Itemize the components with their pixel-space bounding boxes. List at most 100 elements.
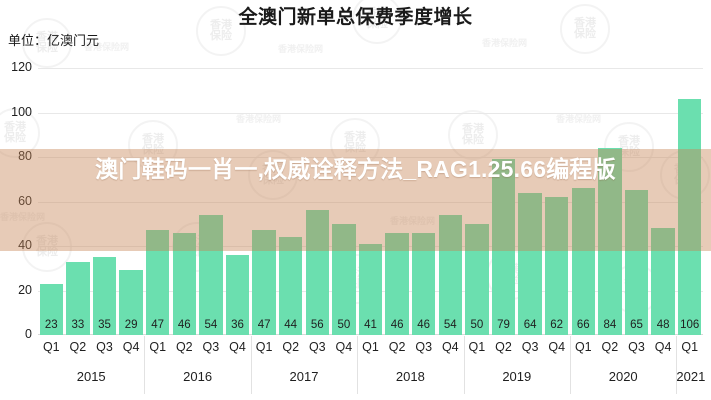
bar-value-label: 54 xyxy=(443,319,457,331)
y-axis-tick-label: 100 xyxy=(11,104,32,119)
bar-value-label: 46 xyxy=(177,319,191,331)
bar-value-label: 64 xyxy=(523,319,537,331)
bar-slot: 35 xyxy=(91,68,118,335)
y-axis-tick-label: 60 xyxy=(18,193,32,208)
gridline xyxy=(38,112,703,114)
bar-slot: 33 xyxy=(65,68,92,335)
bar-value-label: 84 xyxy=(603,319,617,331)
bar[interactable] xyxy=(598,148,622,335)
bar-value-label: 44 xyxy=(284,319,298,331)
bar-value-label: 33 xyxy=(71,319,85,331)
year-separator xyxy=(357,336,359,394)
x-axis-quarter-label: Q1 xyxy=(574,340,592,354)
bar-slot: 36 xyxy=(224,68,251,335)
bar-slot: 47 xyxy=(251,68,278,335)
bar[interactable] xyxy=(225,254,250,335)
bar-slot: 79 xyxy=(490,68,517,335)
bar[interactable] xyxy=(544,197,569,335)
gridline xyxy=(38,157,703,158)
x-axis-quarter-label: Q2 xyxy=(175,340,193,354)
x-axis-quarter-label: Q3 xyxy=(202,340,220,354)
bar[interactable] xyxy=(305,210,330,335)
bar-slot: 41 xyxy=(357,68,384,335)
bar-slot: 62 xyxy=(543,68,570,335)
y-axis-tick-label: 80 xyxy=(18,149,32,163)
x-axis-quarter-label: Q4 xyxy=(654,340,672,354)
bar[interactable] xyxy=(39,283,64,335)
bar-value-label: 79 xyxy=(497,319,510,331)
y-axis-tick-label: 0 xyxy=(25,327,32,341)
bar-value-label: 50 xyxy=(470,319,484,331)
bar[interactable] xyxy=(385,232,409,335)
bar[interactable] xyxy=(252,230,276,335)
bar[interactable] xyxy=(491,159,516,335)
bar[interactable] xyxy=(465,223,489,335)
bar-slot: 66 xyxy=(570,68,597,335)
bar[interactable] xyxy=(66,261,90,335)
bar-value-label: 23 xyxy=(44,319,58,331)
x-axis-quarter-label: Q1 xyxy=(362,340,379,354)
x-axis-year-label: 2020 xyxy=(608,369,638,384)
bar-slot: 44 xyxy=(277,68,304,335)
x-axis: Q1 Q2 Q3 Q4 Q1 Q2 Q3 Q4 Q1 Q2 Q3 Q4 Q1 Q2 Q3 Q4 Q1 Q2 Q3 Q4… xyxy=(38,336,706,400)
bar[interactable] xyxy=(199,214,223,335)
bar-value-label: 66 xyxy=(576,319,590,331)
bar[interactable] xyxy=(411,232,436,335)
x-axis-quarter-label: Q2 xyxy=(601,340,619,354)
bar-value-label: 41 xyxy=(364,319,377,331)
bar[interactable] xyxy=(119,270,143,335)
x-axis-quarter-label: Q4 xyxy=(441,340,459,354)
gridline xyxy=(38,201,703,203)
x-axis-quarter-label: Q1 xyxy=(149,340,167,354)
bar[interactable] xyxy=(172,232,197,335)
bar-slot: 50 xyxy=(464,68,491,335)
bar[interactable] xyxy=(624,190,649,335)
bar-slot: 106 xyxy=(676,68,703,335)
bar[interactable] xyxy=(92,257,117,335)
x-axis-year-label: 2021 xyxy=(676,369,706,384)
bar-slot: 65 xyxy=(623,68,650,335)
bar[interactable] xyxy=(571,188,596,335)
unit-label: 单位：亿澳门元 xyxy=(8,33,100,48)
x-axis-quarter-label: Q1 xyxy=(42,340,60,354)
x-axis-quarter-label: Q3 xyxy=(628,340,645,354)
x-axis-quarter-label: Q1 xyxy=(681,340,699,354)
bar[interactable] xyxy=(278,237,303,335)
bar[interactable] xyxy=(677,99,702,335)
chart-title: 全澳门新单总保费季度增长 xyxy=(238,7,473,28)
bar-value-label: 47 xyxy=(151,319,165,331)
bar-value-label: 35 xyxy=(98,319,111,331)
bar-value-label: 46 xyxy=(390,319,404,331)
bar[interactable] xyxy=(518,192,542,335)
x-axis-quarter-label: Q1 xyxy=(255,340,273,354)
bar-slot: 56 xyxy=(304,68,331,335)
bar[interactable] xyxy=(358,243,383,335)
bar-value-label: 46 xyxy=(417,319,431,331)
x-axis-quarter-label: Q3 xyxy=(521,340,539,354)
x-axis-quarter-label: Q4 xyxy=(122,340,140,354)
bar-slot: 84 xyxy=(597,68,624,335)
x-axis-year-label: 2019 xyxy=(502,369,532,384)
overlay-band xyxy=(0,149,711,251)
bar-slot: 46 xyxy=(410,68,437,335)
x-axis-year-label: 2015 xyxy=(76,369,106,384)
plot-area: 23 33 35 29 47 46 54 36 47 44 56 50 41 46 46 54 50 79 64 62… xyxy=(38,68,703,335)
y-axis-tick-label: 20 xyxy=(18,282,32,297)
y-axis-tick-label: 120 xyxy=(11,60,32,74)
x-axis-quarter-label: Q3 xyxy=(96,340,113,354)
bar[interactable] xyxy=(651,228,675,335)
bar-value-label: 65 xyxy=(630,319,643,331)
x-axis-quarter-label: Q1 xyxy=(468,340,486,354)
bar[interactable] xyxy=(438,214,463,335)
bar[interactable] xyxy=(332,223,356,335)
bar-slot: 50 xyxy=(331,68,358,335)
x-axis-quarter-label: Q4 xyxy=(548,340,566,354)
x-axis-quarter-label: Q4 xyxy=(335,340,353,354)
x-axis-year-label: 2018 xyxy=(395,369,425,384)
bar-slot: 54 xyxy=(198,68,225,335)
watermark-text: 香港保险网 xyxy=(278,44,324,54)
bar-value-label: 47 xyxy=(257,319,271,331)
x-axis-quarter-label: Q2 xyxy=(388,340,406,354)
bar[interactable] xyxy=(145,230,170,335)
